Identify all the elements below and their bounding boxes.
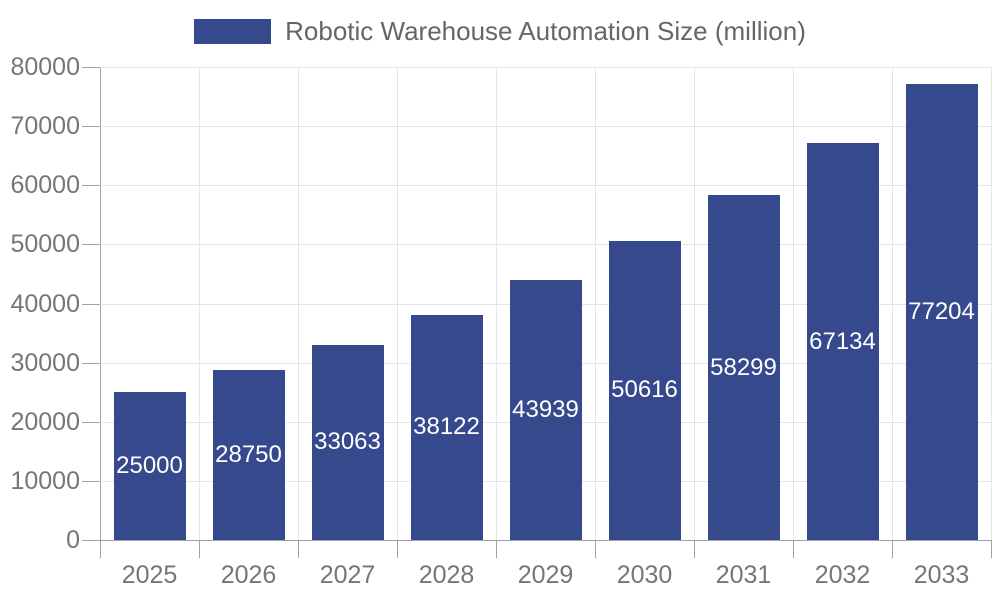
- bar-2025[interactable]: 25000: [113, 392, 186, 540]
- x-axis-tick-label: 2029: [517, 561, 574, 589]
- gridline-vertical: [496, 67, 497, 540]
- gridline-vertical: [595, 67, 596, 540]
- bar-value-label: 43939: [512, 396, 579, 424]
- legend[interactable]: Robotic Warehouse Automation Size (milli…: [0, 16, 1000, 47]
- y-axis-tick-label: 0: [66, 526, 80, 554]
- x-axis-tick: [892, 540, 893, 558]
- x-axis-tick: [298, 540, 299, 558]
- x-axis-tick-label: 2032: [814, 561, 871, 589]
- bar-2031[interactable]: 58299: [707, 195, 780, 540]
- gridline-vertical: [397, 67, 398, 540]
- bar-value-label: 25000: [116, 452, 183, 480]
- bar-value-label: 67134: [809, 327, 876, 355]
- gridline-horizontal: [100, 126, 991, 128]
- bar-2028[interactable]: 38122: [410, 314, 483, 540]
- gridline-vertical: [199, 67, 200, 540]
- y-axis-tick-label: 50000: [10, 230, 80, 259]
- bar-2033[interactable]: 77204: [905, 83, 978, 540]
- gridline-vertical: [694, 67, 695, 540]
- bar-value-label: 33063: [314, 428, 381, 456]
- y-axis-tick: [82, 480, 100, 482]
- y-axis-tick-label: 40000: [10, 289, 80, 318]
- y-axis-tick: [82, 244, 100, 246]
- y-axis-tick-label: 10000: [10, 466, 80, 495]
- x-axis-tick: [496, 540, 497, 558]
- gridline-vertical: [991, 67, 992, 540]
- y-axis-tick: [82, 540, 100, 541]
- bar-2029[interactable]: 43939: [509, 280, 582, 540]
- bar-value-label: 28750: [215, 441, 282, 468]
- y-axis-tick-label: 30000: [10, 348, 80, 377]
- y-axis-tick: [82, 421, 100, 423]
- x-axis-line: [100, 540, 991, 541]
- x-axis-tick: [199, 540, 200, 558]
- y-axis-tick-label: 70000: [10, 112, 80, 141]
- y-axis-tick: [82, 67, 100, 68]
- x-axis-tick-label: 2030: [616, 561, 673, 589]
- bar-2027[interactable]: 33063: [311, 344, 384, 540]
- bar-2026[interactable]: 28750: [212, 370, 285, 540]
- y-axis-tick: [82, 185, 100, 187]
- y-axis-tick-label: 80000: [10, 53, 80, 81]
- x-axis-tick-label: 2033: [913, 561, 970, 589]
- x-axis-tick: [100, 540, 101, 558]
- gridline-horizontal: [100, 185, 991, 187]
- bar-value-label: 58299: [710, 353, 777, 381]
- x-axis-tick-label: 2026: [220, 561, 277, 589]
- x-axis-tick-label: 2027: [319, 561, 376, 589]
- x-axis-tick-label: 2028: [418, 561, 475, 589]
- y-axis-tick-label: 60000: [10, 171, 80, 200]
- y-axis-tick: [82, 126, 100, 128]
- legend-swatch: [194, 19, 272, 44]
- bar-value-label: 77204: [908, 297, 975, 325]
- bar-2032[interactable]: 67134: [806, 143, 879, 540]
- gridline-horizontal: [100, 67, 991, 68]
- x-axis-tick-label: 2031: [715, 561, 772, 589]
- x-axis-tick-label: 2025: [121, 561, 178, 589]
- bar-value-label: 50616: [611, 376, 678, 404]
- bar-2030[interactable]: 50616: [608, 240, 681, 540]
- x-axis-tick: [397, 540, 398, 558]
- gridline-vertical: [892, 67, 893, 540]
- plot-area: 25000 28750 33063 38122 43939 50616 58299 67134…: [100, 67, 992, 540]
- gridline-vertical: [298, 67, 299, 540]
- x-axis-tick: [694, 540, 695, 558]
- y-axis-tick-label: 20000: [10, 407, 80, 436]
- y-axis-tick: [82, 362, 100, 364]
- x-axis-tick: [991, 540, 992, 558]
- bar-value-label: 38122: [413, 413, 480, 441]
- legend-label: Robotic Warehouse Automation Size (milli…: [285, 16, 806, 46]
- gridline-horizontal: [100, 244, 991, 246]
- x-axis-tick: [595, 540, 596, 558]
- y-axis-tick: [82, 303, 100, 305]
- x-axis-tick: [793, 540, 794, 558]
- gridline-vertical: [793, 67, 794, 540]
